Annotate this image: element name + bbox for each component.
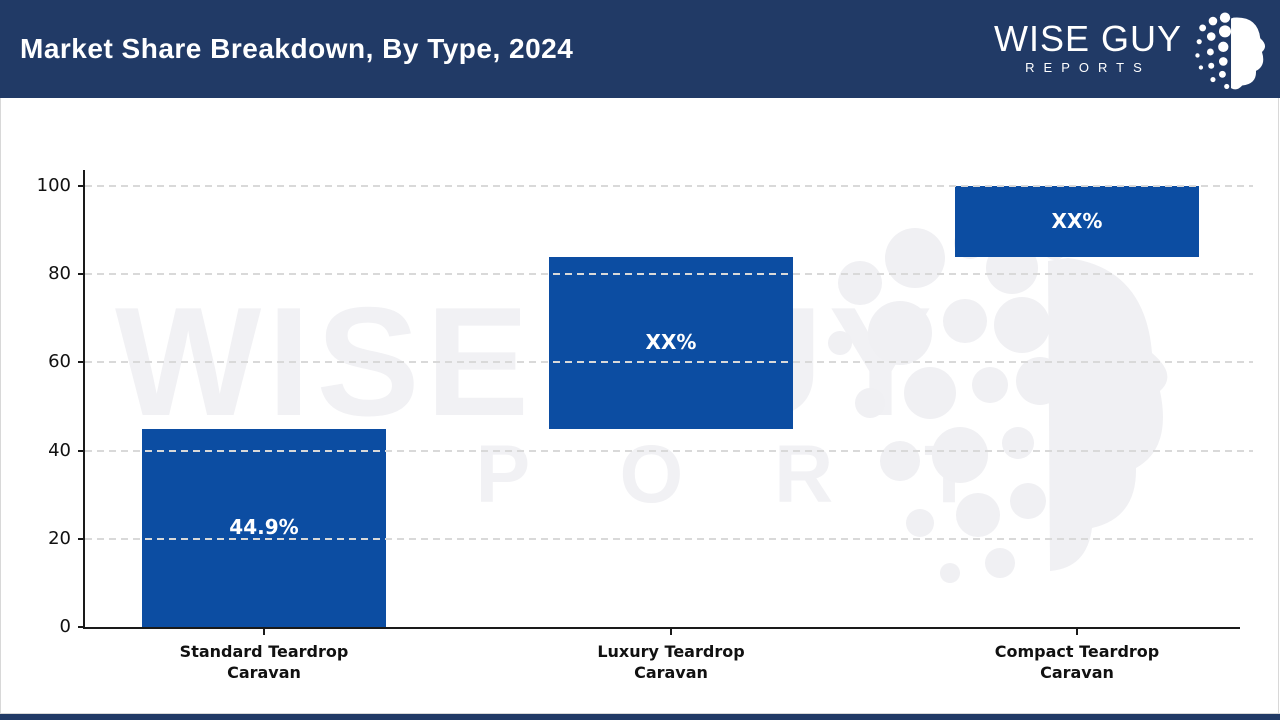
chart-area: WISE GUY R E P O R T S 44.9% XX% XX% (0, 98, 1280, 714)
category-label-line: Standard Teardrop (179, 642, 349, 661)
page-title: Market Share Breakdown, By Type, 2024 (20, 33, 574, 64)
bars-layer: 44.9% XX% XX% (0, 98, 1280, 714)
right-border (1278, 98, 1279, 714)
gridline-20 (85, 537, 1253, 540)
y-tick-0 (78, 626, 85, 628)
logo-subtitle: REPORTS (1025, 60, 1151, 75)
y-tick-60 (78, 361, 85, 364)
bar-standard-teardrop-caravan (142, 428, 386, 627)
category-label-luxury-teardrop-caravan: Luxury Teardrop Caravan (531, 641, 811, 683)
category-label-compact-teardrop-caravan: Compact Teardrop Caravan (937, 641, 1217, 683)
y-axis (83, 170, 85, 629)
category-label-line: Caravan (227, 663, 301, 682)
y-tick-label-40: 40 (48, 439, 71, 461)
footer-strip (0, 714, 1280, 720)
category-label-line: Luxury Teardrop (597, 642, 745, 661)
logo-wordmark: WISE GUY (993, 18, 1182, 59)
header-bar: Market Share Breakdown, By Type, 2024 WI… (0, 0, 1280, 98)
y-tick-20 (78, 537, 85, 540)
logo-text: WISE GUY REPORTS (993, 18, 1182, 76)
wise-guy-reports-logo: WISE GUY REPORTS (994, 6, 1270, 92)
x-tick-luxury-teardrop-caravan (670, 629, 672, 635)
y-tick-label-20: 20 (48, 527, 71, 549)
y-tick-label-80: 80 (48, 263, 71, 285)
gridline-80 (85, 273, 1253, 276)
left-border (0, 98, 1, 714)
gridline-60 (85, 361, 1253, 364)
y-tick-40 (78, 449, 85, 452)
logo-face-icon (1195, 12, 1266, 90)
x-tick-standard-teardrop-caravan (263, 629, 265, 635)
category-label-standard-teardrop-caravan: Standard Teardrop Caravan (124, 641, 404, 683)
x-axis (83, 627, 1240, 629)
y-tick-label-100: 100 (36, 175, 71, 196)
y-tick-label-60: 60 (48, 351, 71, 373)
y-tick-80 (78, 273, 85, 276)
bar-value-label-standard-teardrop-caravan: 44.9% (229, 514, 299, 539)
gridline-100 (85, 185, 1253, 187)
bar-value-label-luxury-teardrop-caravan: XX% (645, 330, 697, 355)
x-tick-compact-teardrop-caravan (1076, 629, 1078, 635)
category-label-line: Caravan (1040, 663, 1114, 682)
category-label-line: Caravan (634, 663, 708, 682)
bottom-border (0, 713, 1280, 714)
bar-luxury-teardrop-caravan (549, 257, 793, 429)
axes-layer: 0 20 40 60 80 100 Standard Teardrop Caravan Luxu… (0, 98, 1280, 714)
y-tick-100 (78, 185, 85, 187)
category-label-line: Compact Teardrop (994, 642, 1160, 661)
grid-layer (0, 98, 1280, 714)
gridline-40 (85, 449, 1253, 452)
bar-value-label-compact-teardrop-caravan: XX% (1051, 208, 1103, 233)
y-tick-label-0: 0 (59, 616, 71, 637)
